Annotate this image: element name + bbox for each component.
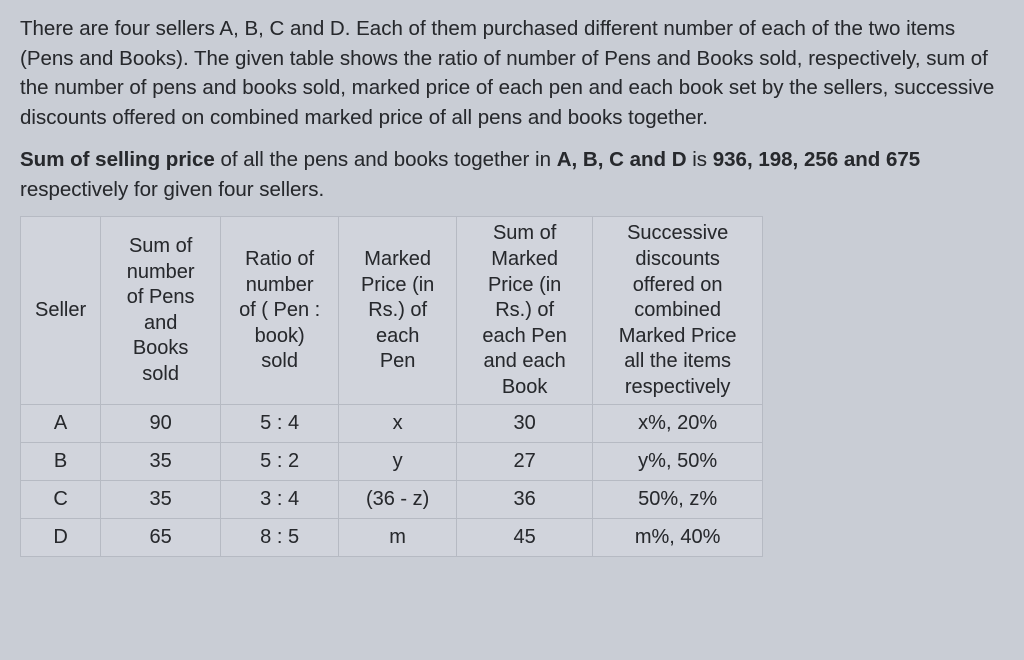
table-header-row: Seller Sum ofnumberof PensandBookssold R… — [21, 217, 763, 405]
summary-text-a: of all the pens and books together in — [215, 148, 557, 171]
cell-mp: (36 - z) — [339, 481, 457, 519]
th-sum: Sum ofnumberof PensandBookssold — [101, 217, 221, 405]
summary-paragraph: Sum of selling price of all the pens and… — [20, 145, 1004, 204]
cell-ratio: 3 : 4 — [221, 481, 339, 519]
cell-seller: B — [21, 443, 101, 481]
cell-mp: x — [339, 405, 457, 443]
summary-text-c: respectively for given four sellers. — [20, 178, 324, 201]
cell-mp: m — [339, 519, 457, 557]
cell-summp: 30 — [457, 405, 593, 443]
cell-summp: 27 — [457, 443, 593, 481]
th-mp: MarkedPrice (inRs.) ofeachPen — [339, 217, 457, 405]
cell-ratio: 5 : 4 — [221, 405, 339, 443]
table-row: C 35 3 : 4 (36 - z) 36 50%, z% — [21, 481, 763, 519]
th-ratio: Ratio ofnumberof ( Pen :book)sold — [221, 217, 339, 405]
cell-ratio: 5 : 2 — [221, 443, 339, 481]
summary-text-b: is — [687, 148, 713, 171]
th-summp: Sum ofMarkedPrice (inRs.) ofeach Penand … — [457, 217, 593, 405]
cell-disc: m%, 40% — [593, 519, 763, 557]
seller-list: A, B, C and D — [557, 148, 687, 171]
th-seller: Seller — [21, 217, 101, 405]
cell-sum: 35 — [101, 443, 221, 481]
cell-summp: 36 — [457, 481, 593, 519]
table-row: A 90 5 : 4 x 30 x%, 20% — [21, 405, 763, 443]
seller-table: Seller Sum ofnumberof PensandBookssold R… — [20, 216, 763, 557]
cell-sum: 90 — [101, 405, 221, 443]
table-row: D 65 8 : 5 m 45 m%, 40% — [21, 519, 763, 557]
cell-disc: 50%, z% — [593, 481, 763, 519]
cell-summp: 45 — [457, 519, 593, 557]
cell-sum: 65 — [101, 519, 221, 557]
cell-seller: D — [21, 519, 101, 557]
cell-seller: A — [21, 405, 101, 443]
cell-disc: y%, 50% — [593, 443, 763, 481]
cell-mp: y — [339, 443, 457, 481]
selling-values: 936, 198, 256 and 675 — [713, 148, 920, 171]
sum-selling-price-label: Sum of selling price — [20, 148, 215, 171]
cell-seller: C — [21, 481, 101, 519]
cell-ratio: 8 : 5 — [221, 519, 339, 557]
table-row: B 35 5 : 2 y 27 y%, 50% — [21, 443, 763, 481]
th-disc: Successivediscountsoffered oncombinedMar… — [593, 217, 763, 405]
intro-paragraph: There are four sellers A, B, C and D. Ea… — [20, 14, 1004, 133]
cell-sum: 35 — [101, 481, 221, 519]
cell-disc: x%, 20% — [593, 405, 763, 443]
